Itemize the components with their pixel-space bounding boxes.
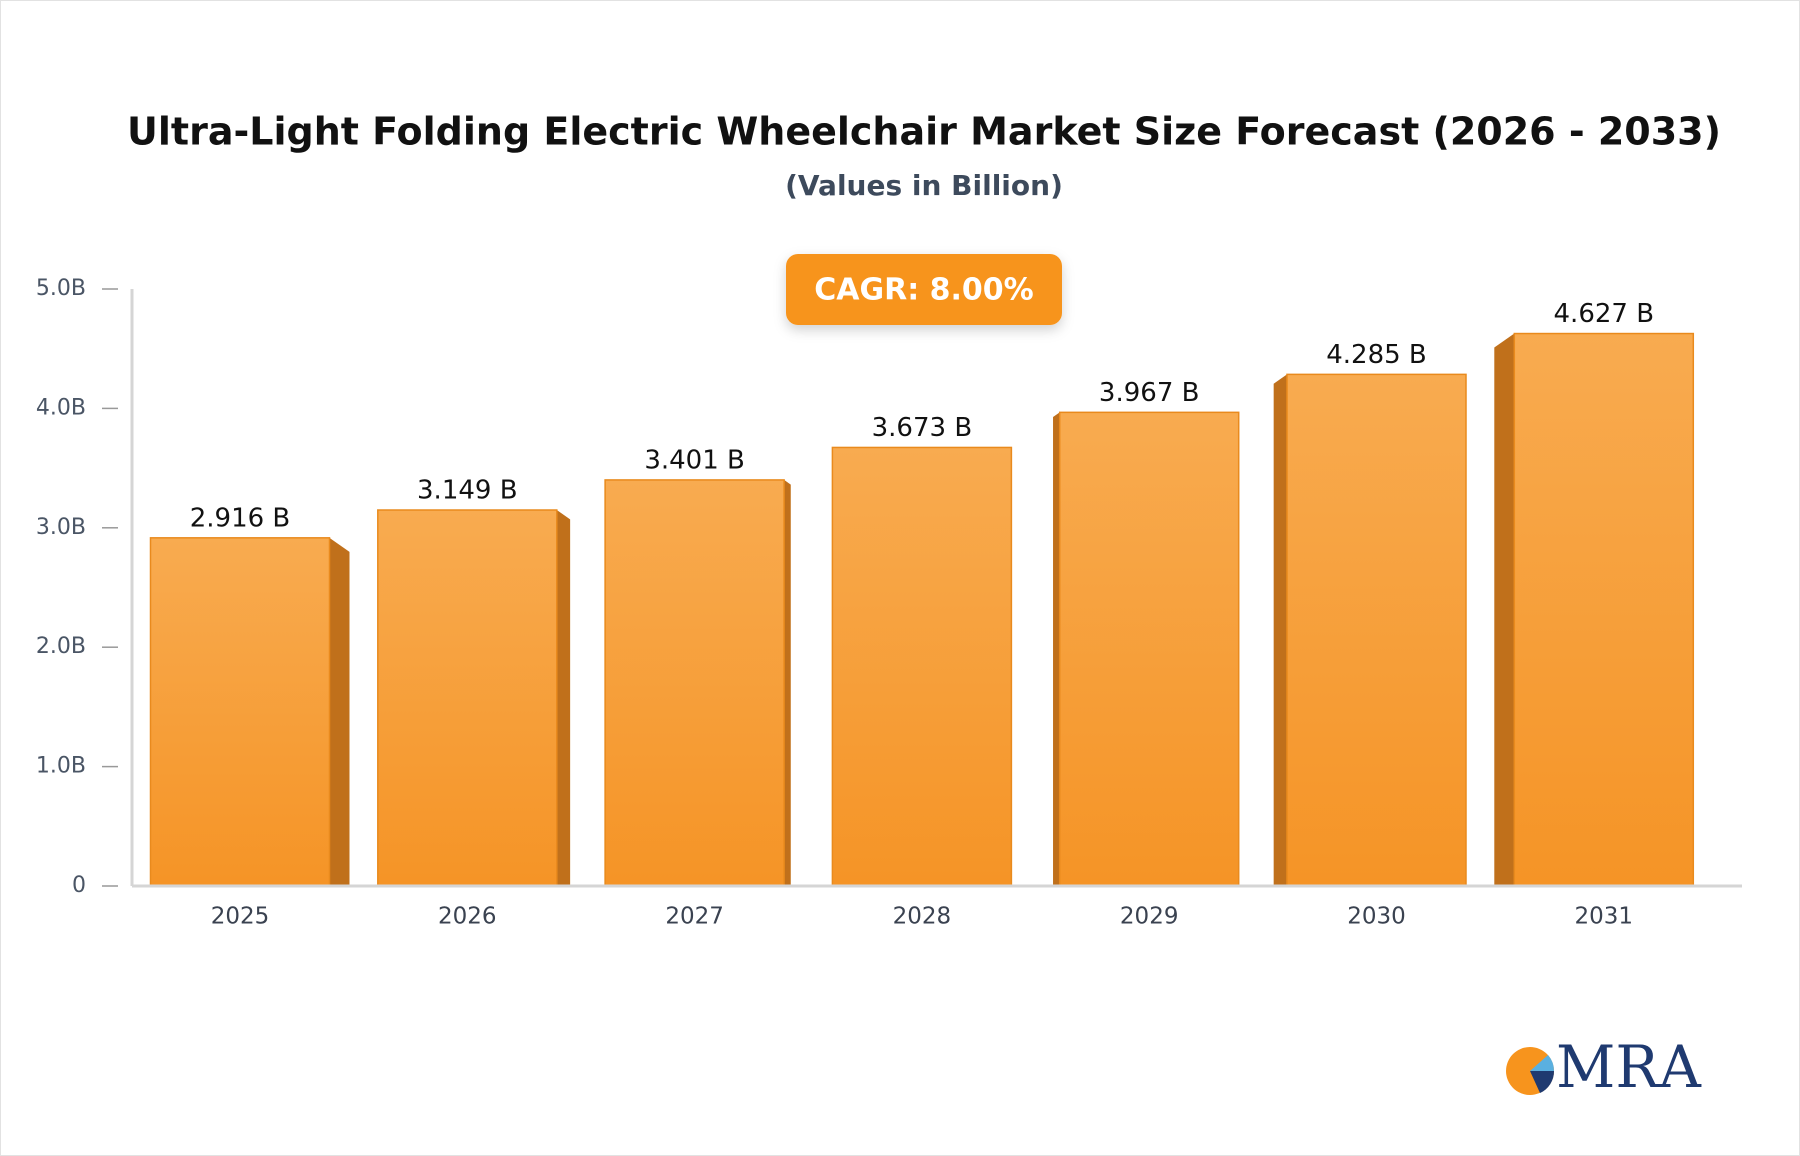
chart-subtitle: (Values in Billion) [785, 169, 1063, 202]
bar [604, 479, 785, 887]
bar-side [1053, 412, 1060, 886]
data-label: 4.627 B [1554, 299, 1655, 329]
x-tick-label: 2031 [1575, 904, 1634, 930]
x-tick-label: 2026 [438, 904, 497, 930]
bar [1058, 411, 1240, 887]
y-tick-label: 0 [72, 873, 86, 898]
cagr-box [786, 254, 1062, 325]
x-tick-label: 2027 [665, 904, 724, 930]
x-tick-label: 2025 [211, 904, 270, 930]
data-label: 3.673 B [872, 413, 973, 443]
x-tick-label: 2028 [893, 904, 952, 930]
bar [1513, 332, 1695, 887]
data-label: 4.285 B [1326, 340, 1427, 370]
data-label: 3.149 B [417, 476, 518, 506]
bar-side [329, 537, 350, 886]
x-tick-label: 2030 [1347, 904, 1406, 930]
logo: MRA [1506, 1033, 1702, 1101]
y-tick-label: 1.0B [36, 754, 86, 779]
cagr-badge: CAGR: 8.00% [786, 254, 1062, 325]
y-tick-label: 5.0B [36, 276, 86, 301]
bar [831, 446, 1013, 887]
chart-title: Ultra-Light Folding Electric Wheelchair … [127, 110, 1721, 154]
bar-side [1273, 374, 1287, 886]
logo-slice [1530, 1055, 1555, 1071]
data-label: 2.916 B [190, 503, 291, 533]
y-tick-label: 4.0B [36, 395, 86, 420]
bar-side [1494, 333, 1515, 886]
bar-side [784, 479, 791, 886]
x-tick-label: 2029 [1120, 904, 1179, 930]
logo-slice [1530, 1071, 1555, 1093]
plot-area: 0 1.0B 2.0B 3.0B 4.0B 5.0B 2025 2.916 B 2026 3.14… [36, 276, 1742, 930]
bar [149, 537, 331, 887]
bar-side [556, 510, 571, 886]
data-label: 3.401 B [644, 445, 745, 475]
logo-text: MRA [1556, 1033, 1702, 1101]
y-tick-label: 3.0B [36, 515, 86, 540]
data-label: 3.967 B [1099, 378, 1200, 408]
bar [377, 509, 558, 887]
y-tick-label: 2.0B [36, 634, 86, 659]
bar [1286, 373, 1467, 887]
cagr-label: CAGR: 8.00% [814, 273, 1033, 308]
